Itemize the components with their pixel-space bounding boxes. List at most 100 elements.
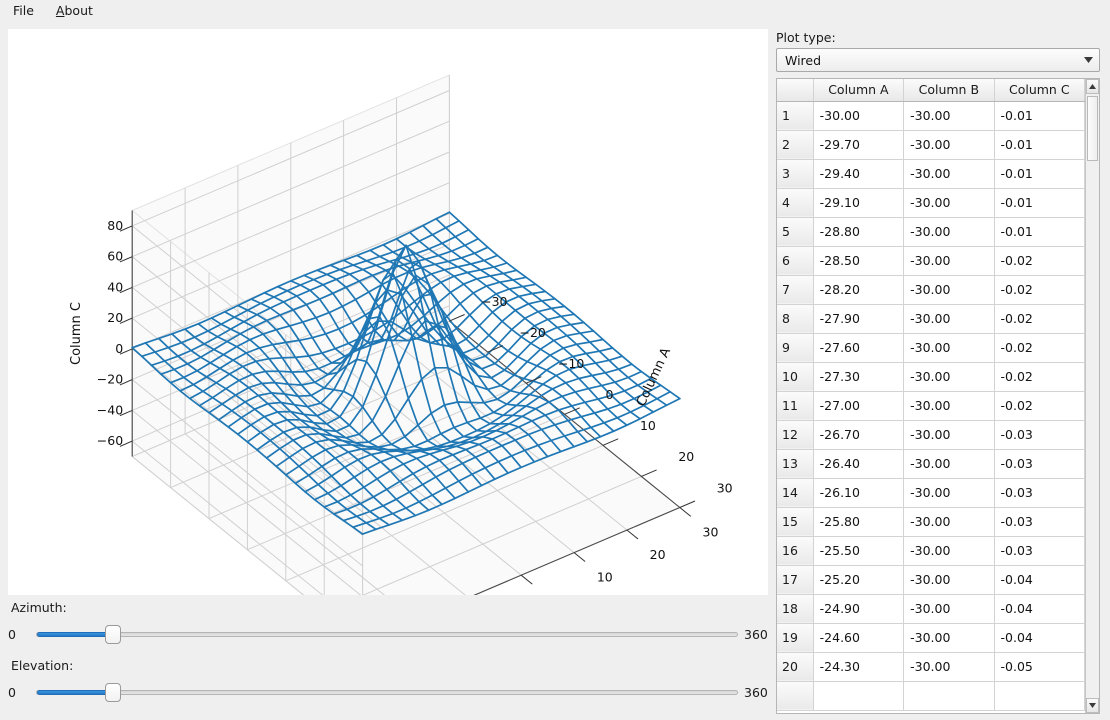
table-row[interactable] — [777, 681, 1085, 711]
table-cell-column-a[interactable]: -29.70 — [813, 130, 905, 160]
table-vertical-scrollbar[interactable] — [1085, 79, 1099, 713]
table-row[interactable]: 9 -27.60 -30.00 -0.02 — [777, 333, 1085, 363]
table-header-column-b[interactable]: Column B — [903, 79, 995, 102]
menu-item-file[interactable]: File — [13, 3, 34, 18]
data-table-viewport[interactable]: Column A Column B Column C 1 -30.00 -30.00… — [777, 79, 1085, 713]
scroll-down-icon[interactable] — [1086, 698, 1099, 713]
table-header-column-c[interactable]: Column C — [994, 79, 1085, 102]
table-cell-column-c[interactable]: -0.01 — [994, 101, 1085, 131]
table-row[interactable]: 13 -26.40 -30.00 -0.03 — [777, 449, 1085, 479]
scroll-up-icon[interactable] — [1086, 79, 1099, 94]
table-cell-column-b[interactable]: -30.00 — [903, 362, 995, 392]
table-cell-column-c[interactable]: -0.02 — [994, 362, 1085, 392]
table-cell-column-b[interactable]: -30.00 — [903, 333, 995, 363]
table-row[interactable]: 10 -27.30 -30.00 -0.02 — [777, 362, 1085, 392]
table-cell-column-c[interactable] — [994, 681, 1085, 711]
table-row[interactable]: 12 -26.70 -30.00 -0.03 — [777, 420, 1085, 450]
table-cell-column-b[interactable] — [903, 681, 995, 711]
table-cell-column-b[interactable]: -30.00 — [903, 275, 995, 305]
table-cell-column-b[interactable]: -30.00 — [903, 188, 995, 218]
table-cell-column-b[interactable]: -30.00 — [903, 449, 995, 479]
table-cell-column-a[interactable]: -28.50 — [813, 246, 905, 276]
elevation-slider-groove[interactable] — [36, 690, 738, 695]
table-cell-column-a[interactable]: -24.60 — [813, 623, 905, 653]
table-cell-column-b[interactable]: -30.00 — [903, 217, 995, 247]
table-cell-column-a[interactable]: -26.40 — [813, 449, 905, 479]
table-row[interactable]: 17 -25.20 -30.00 -0.04 — [777, 565, 1085, 595]
table-cell-column-a[interactable]: -27.90 — [813, 304, 905, 334]
table-cell-column-a[interactable]: -24.90 — [813, 594, 905, 624]
table-cell-column-b[interactable]: -30.00 — [903, 391, 995, 421]
table-cell-column-a[interactable]: -24.30 — [813, 652, 905, 682]
table-cell-column-c[interactable]: -0.04 — [994, 565, 1085, 595]
elevation-slider-handle[interactable] — [104, 683, 121, 702]
table-cell-column-a[interactable]: -25.80 — [813, 507, 905, 537]
table-row[interactable]: 2 -29.70 -30.00 -0.01 — [777, 130, 1085, 160]
table-cell-column-b[interactable]: -30.00 — [903, 420, 995, 450]
table-cell-column-c[interactable]: -0.03 — [994, 507, 1085, 537]
table-cell-column-c[interactable]: -0.05 — [994, 652, 1085, 682]
table-cell-column-a[interactable]: -26.10 — [813, 478, 905, 508]
table-row[interactable]: 7 -28.20 -30.00 -0.02 — [777, 275, 1085, 305]
table-cell-column-b[interactable]: -30.00 — [903, 159, 995, 189]
table-cell-column-c[interactable]: -0.02 — [994, 391, 1085, 421]
table-cell-column-c[interactable]: -0.03 — [994, 449, 1085, 479]
table-cell-column-a[interactable]: -27.60 — [813, 333, 905, 363]
table-cell-column-a[interactable] — [813, 681, 905, 711]
table-cell-column-a[interactable]: -27.30 — [813, 362, 905, 392]
table-cell-column-b[interactable]: -30.00 — [903, 565, 995, 595]
table-cell-column-c[interactable]: -0.04 — [994, 623, 1085, 653]
table-row[interactable]: 19 -24.60 -30.00 -0.04 — [777, 623, 1085, 653]
table-cell-column-b[interactable]: -30.00 — [903, 246, 995, 276]
table-cell-column-b[interactable]: -30.00 — [903, 594, 995, 624]
table-cell-column-c[interactable]: -0.02 — [994, 246, 1085, 276]
table-row[interactable]: 15 -25.80 -30.00 -0.03 — [777, 507, 1085, 537]
plot-canvas[interactable]: −30−20−100102030−30−20−100102030−60−40−2… — [8, 29, 768, 595]
table-cell-column-b[interactable]: -30.00 — [903, 652, 995, 682]
table-cell-column-a[interactable]: -25.20 — [813, 565, 905, 595]
table-row[interactable]: 18 -24.90 -30.00 -0.04 — [777, 594, 1085, 624]
table-cell-column-a[interactable]: -26.70 — [813, 420, 905, 450]
menu-item-about[interactable]: About — [55, 3, 93, 18]
table-cell-column-a[interactable]: -27.00 — [813, 391, 905, 421]
table-cell-column-a[interactable]: -29.10 — [813, 188, 905, 218]
table-cell-column-b[interactable]: -30.00 — [903, 507, 995, 537]
table-cell-column-b[interactable]: -30.00 — [903, 101, 995, 131]
table-cell-column-c[interactable]: -0.02 — [994, 275, 1085, 305]
table-row[interactable]: 11 -27.00 -30.00 -0.02 — [777, 391, 1085, 421]
table-row[interactable]: 3 -29.40 -30.00 -0.01 — [777, 159, 1085, 189]
table-cell-column-c[interactable]: -0.01 — [994, 159, 1085, 189]
elevation-slider[interactable] — [36, 681, 738, 703]
table-corner-header[interactable] — [777, 79, 814, 102]
azimuth-slider[interactable] — [36, 623, 738, 645]
table-row[interactable]: 20 -24.30 -30.00 -0.05 — [777, 652, 1085, 682]
table-cell-column-c[interactable]: -0.01 — [994, 188, 1085, 218]
table-row[interactable]: 1 -30.00 -30.00 -0.01 — [777, 101, 1085, 131]
table-row[interactable]: 16 -25.50 -30.00 -0.03 — [777, 536, 1085, 566]
table-row[interactable]: 14 -26.10 -30.00 -0.03 — [777, 478, 1085, 508]
table-cell-column-b[interactable]: -30.00 — [903, 478, 995, 508]
table-cell-column-b[interactable]: -30.00 — [903, 536, 995, 566]
table-header-column-a[interactable]: Column A — [813, 79, 905, 102]
table-cell-column-a[interactable]: -25.50 — [813, 536, 905, 566]
table-cell-column-a[interactable]: -28.80 — [813, 217, 905, 247]
table-row[interactable]: 5 -28.80 -30.00 -0.01 — [777, 217, 1085, 247]
table-cell-column-b[interactable]: -30.00 — [903, 130, 995, 160]
table-cell-column-a[interactable]: -28.20 — [813, 275, 905, 305]
table-cell-column-c[interactable]: -0.01 — [994, 217, 1085, 247]
table-cell-column-b[interactable]: -30.00 — [903, 304, 995, 334]
table-cell-column-c[interactable]: -0.03 — [994, 420, 1085, 450]
table-row[interactable]: 6 -28.50 -30.00 -0.02 — [777, 246, 1085, 276]
table-cell-column-c[interactable]: -0.03 — [994, 536, 1085, 566]
azimuth-slider-groove[interactable] — [36, 632, 738, 637]
table-cell-column-a[interactable]: -30.00 — [813, 101, 905, 131]
table-cell-column-c[interactable]: -0.02 — [994, 333, 1085, 363]
table-cell-column-a[interactable]: -29.40 — [813, 159, 905, 189]
table-cell-column-c[interactable]: -0.04 — [994, 594, 1085, 624]
table-cell-column-c[interactable]: -0.01 — [994, 130, 1085, 160]
azimuth-slider-handle[interactable] — [104, 625, 121, 644]
plot-type-select[interactable]: Wired — [776, 48, 1100, 72]
table-row[interactable]: 4 -29.10 -30.00 -0.01 — [777, 188, 1085, 218]
table-cell-column-c[interactable]: -0.03 — [994, 478, 1085, 508]
table-cell-column-c[interactable]: -0.02 — [994, 304, 1085, 334]
